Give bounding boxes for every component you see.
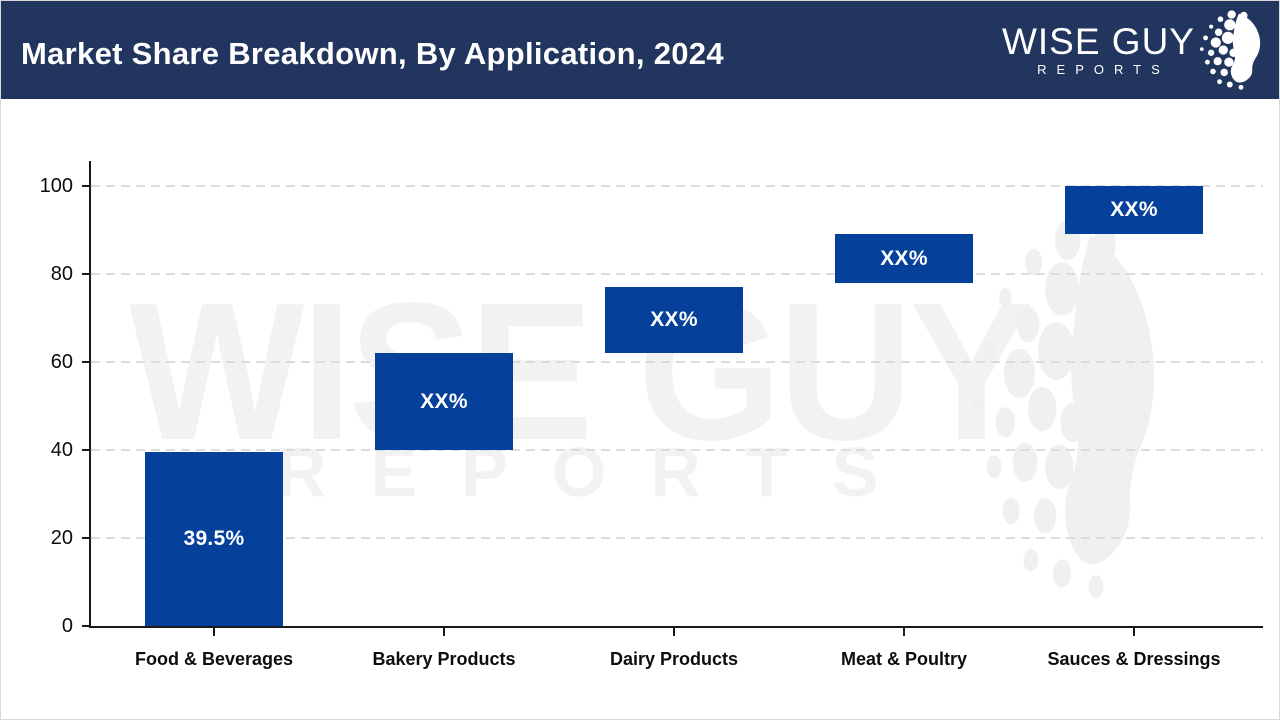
x-tick (673, 628, 675, 636)
chart-area: WISE GUY REPORTS 0 20 40 60 80 100 39.5% Food &… (1, 99, 1279, 719)
header: Market Share Breakdown, By Application, … (1, 1, 1279, 99)
bar-value-label: XX% (650, 308, 698, 332)
x-axis-label: Bakery Products (372, 649, 516, 669)
gridline (91, 361, 1263, 363)
bar-value-label: XX% (1110, 198, 1158, 222)
gridline (91, 273, 1263, 275)
x-axis-label: Sauces & Dressings (1047, 649, 1221, 669)
brand-subtitle: REPORTS (1037, 62, 1170, 78)
y-axis-label: 100 (39, 175, 73, 197)
y-axis-label: 0 (61, 615, 73, 637)
x-tick (903, 628, 905, 636)
bar: XX% (835, 234, 973, 283)
y-axis-label: 60 (50, 351, 73, 373)
x-tick (443, 628, 445, 636)
brand-name: WISE GUY (1001, 20, 1195, 62)
bar-value-label: XX% (420, 389, 468, 413)
gridline (91, 537, 1263, 539)
y-axis-label: 40 (50, 439, 73, 461)
bar: XX% (605, 287, 743, 354)
bar: XX% (375, 353, 513, 450)
bar: 39.5% (145, 452, 283, 626)
gridline (91, 449, 1263, 451)
brand-logo: WISE GUY REPORTS (1002, 8, 1269, 92)
x-axis-label: Food & Beverages (134, 649, 294, 669)
y-axis-label: 20 (50, 527, 73, 549)
y-axis-label: 80 (50, 263, 73, 285)
y-tick (82, 361, 89, 363)
x-tick (1133, 628, 1135, 636)
brand-wordmark: WISE GUY REPORTS (1001, 20, 1195, 78)
page-title: Market Share Breakdown, By Application, … (21, 36, 724, 71)
bar: XX% (1065, 186, 1203, 235)
x-axis-label: Meat & Poultry (840, 649, 968, 669)
x-axis-label: Dairy Products (609, 649, 739, 669)
bar-value-label: 39.5% (183, 527, 245, 551)
dotted-head-icon (1199, 10, 1261, 90)
bar-value-label: XX% (880, 246, 928, 270)
y-tick (82, 273, 89, 275)
gridline (91, 185, 1263, 187)
y-tick (82, 449, 89, 451)
plot-area: 0 20 40 60 80 100 39.5% Food & Beverages XX% Bake… (40, 161, 1263, 669)
y-tick (82, 537, 89, 539)
y-tick (82, 185, 89, 187)
y-tick (82, 625, 89, 627)
x-tick (213, 628, 215, 636)
